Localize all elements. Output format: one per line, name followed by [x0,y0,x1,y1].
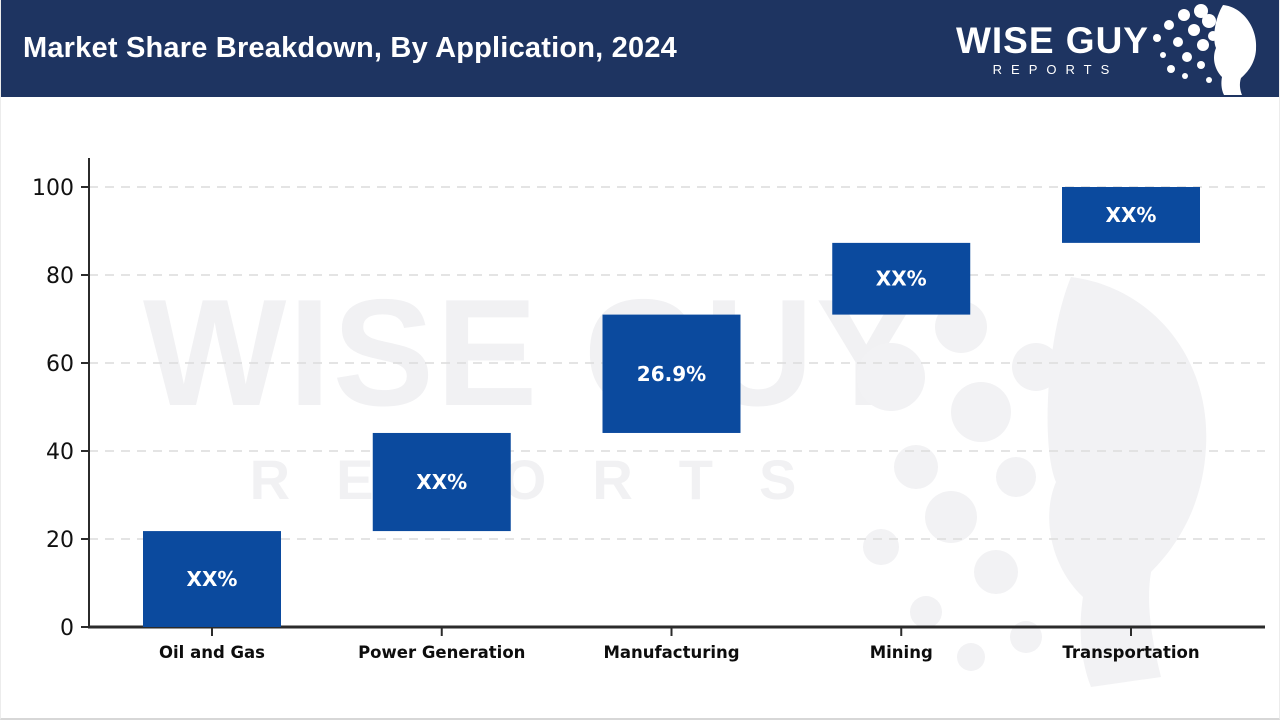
bar-value-label-manufacturing: 26.9% [637,362,706,386]
y-tick-label-40: 40 [46,440,74,465]
page-title: Market Share Breakdown, By Application, … [23,32,677,64]
bar-value-label-mining: XX% [876,267,927,291]
wiseguy-logo: WISE GUY REPORTS [956,2,1265,96]
x-tick-label-mining: Mining [870,643,933,662]
logo-head-icon [1153,3,1257,95]
y-tick-label-20: 20 [46,528,74,553]
header-bar: Market Share Breakdown, By Application, … [1,0,1279,97]
bar-transportation [1062,187,1200,243]
bar-value-label-power-generation: XX% [416,470,467,494]
logo-reports-text: REPORTS [992,61,1119,77]
bar-manufacturing [602,314,741,433]
y-tick-label-100: 100 [32,176,74,201]
y-tick-label-60: 60 [46,352,74,377]
x-tick-label-manufacturing: Manufacturing [603,643,739,662]
bar-value-label-oil-and-gas: XX% [187,567,238,591]
bar-value-label-transportation: XX% [1106,203,1157,227]
logo-text: WISE GUY REPORTS [956,22,1149,76]
x-tick-label-transportation: Transportation [1062,643,1199,662]
bar-oil-and-gas [143,531,281,627]
logo-wiseguy-text: WISE GUY [955,19,1149,61]
x-tick-label-oil-and-gas: Oil and Gas [159,643,265,662]
y-tick-label-0: 0 [60,616,74,641]
bar-power-generation [372,432,511,532]
y-tick-label-80: 80 [46,264,74,289]
x-tick-label-power-generation: Power Generation [358,643,525,662]
